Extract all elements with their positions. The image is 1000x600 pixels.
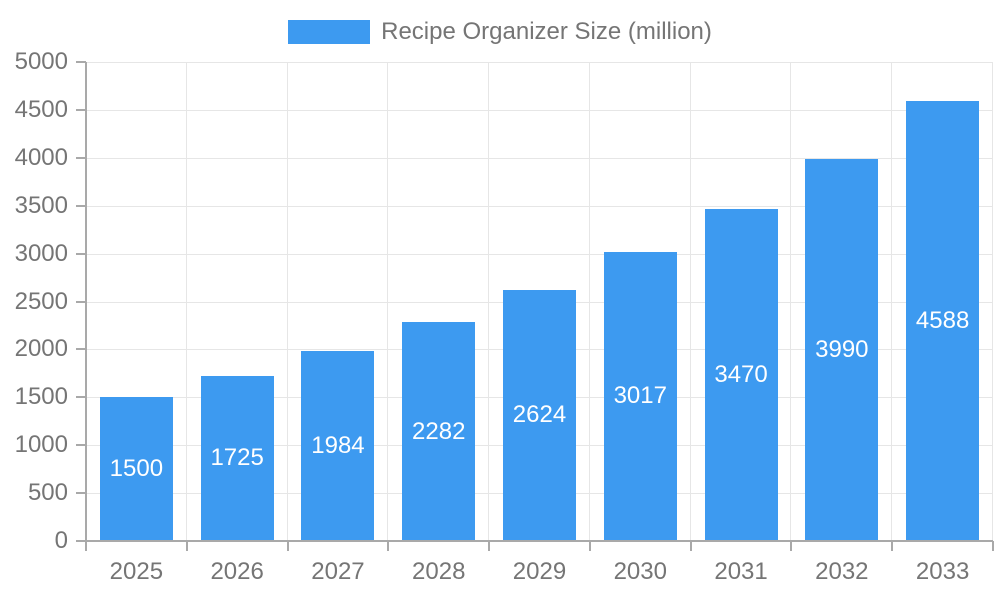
bar-value-label: 2624 xyxy=(512,401,567,429)
v-gridline xyxy=(185,62,187,541)
h-gridline xyxy=(86,253,993,255)
x-tick-label: 2026 xyxy=(210,558,264,585)
y-tick-label: 0 xyxy=(54,527,68,554)
x-tick-label: 2029 xyxy=(512,558,567,585)
v-gridline xyxy=(992,62,993,541)
bar[interactable]: 3470 xyxy=(704,208,778,541)
x-tick-mark xyxy=(588,541,591,551)
h-gridline xyxy=(86,109,993,111)
x-tick-label: 2028 xyxy=(412,558,466,585)
bar[interactable]: 3017 xyxy=(603,251,677,541)
h-gridline xyxy=(86,62,993,63)
x-tick-mark xyxy=(185,541,188,551)
x-tick-mark xyxy=(85,541,87,551)
x-tick-mark xyxy=(891,541,894,551)
bar[interactable]: 2624 xyxy=(503,289,576,541)
v-gridline xyxy=(286,62,288,541)
y-tick-mark xyxy=(76,492,86,495)
bar[interactable]: 3990 xyxy=(805,158,879,541)
bar[interactable]: 1984 xyxy=(301,350,375,541)
v-gridline xyxy=(689,62,691,541)
x-tick-mark xyxy=(488,541,491,551)
v-gridline xyxy=(790,62,792,541)
x-tick-label: 2025 xyxy=(109,558,164,585)
v-gridline xyxy=(488,62,490,541)
y-tick-mark xyxy=(76,252,86,255)
x-tick-mark xyxy=(286,541,289,551)
y-tick-label: 3500 xyxy=(14,191,68,219)
bar-value-label: 4588 xyxy=(915,307,970,335)
bar-value-label: 3470 xyxy=(714,360,768,388)
chart-legend[interactable]: Recipe Organizer Size (million) xyxy=(0,17,1000,47)
bar[interactable]: 1725 xyxy=(200,375,274,541)
bar-value-label: 1500 xyxy=(109,455,164,483)
x-tick-label: 2030 xyxy=(613,558,667,585)
x-tick-mark xyxy=(689,541,692,551)
y-tick-label: 5000 xyxy=(14,48,68,75)
h-gridline xyxy=(86,205,993,207)
x-tick-label: 2031 xyxy=(714,558,768,585)
y-tick-label: 2000 xyxy=(14,335,68,363)
x-axis-line xyxy=(76,540,993,542)
y-tick-label: 4500 xyxy=(14,95,68,123)
h-gridline xyxy=(86,157,993,159)
bar[interactable]: 4588 xyxy=(906,101,980,541)
y-tick-mark xyxy=(76,444,86,447)
y-tick-label: 2500 xyxy=(14,287,68,315)
bar-value-label: 2282 xyxy=(412,417,466,445)
plot-area: 1500 1725 1984 2282 2624 3017 3470 3990 4588 xyxy=(86,62,993,541)
bar-value-label: 1725 xyxy=(210,444,264,472)
x-tick-label: 2032 xyxy=(815,558,869,585)
x-tick-label: 2027 xyxy=(311,558,365,585)
y-tick-mark xyxy=(76,108,86,111)
y-tick-mark xyxy=(76,204,86,207)
legend-swatch xyxy=(288,20,371,44)
v-gridline xyxy=(891,62,893,541)
y-axis-line xyxy=(85,62,87,541)
x-tick-mark xyxy=(387,541,390,551)
y-tick-label: 500 xyxy=(27,479,68,507)
y-tick-mark xyxy=(76,348,86,351)
y-tick-mark xyxy=(76,156,86,159)
x-tick-mark xyxy=(992,541,994,551)
y-tick-label: 1000 xyxy=(14,431,68,459)
y-tick-label: 3000 xyxy=(14,239,68,267)
x-tick-label: 2033 xyxy=(915,558,970,585)
bar-value-label: 3990 xyxy=(815,335,869,363)
y-tick-mark xyxy=(76,300,86,303)
y-tick-mark xyxy=(76,540,86,542)
v-gridline xyxy=(387,62,389,541)
bar[interactable]: 1500 xyxy=(99,397,173,541)
x-tick-mark xyxy=(790,541,793,551)
bar-value-label: 1984 xyxy=(311,431,365,459)
bar[interactable]: 2282 xyxy=(402,322,476,541)
bar-value-label: 3017 xyxy=(613,382,667,410)
y-tick-label: 4000 xyxy=(14,143,68,171)
y-tick-mark xyxy=(76,61,86,63)
y-tick-mark xyxy=(76,396,86,399)
v-gridline xyxy=(588,62,590,541)
legend-label: Recipe Organizer Size (million) xyxy=(381,18,712,45)
y-tick-label: 1500 xyxy=(14,383,68,411)
